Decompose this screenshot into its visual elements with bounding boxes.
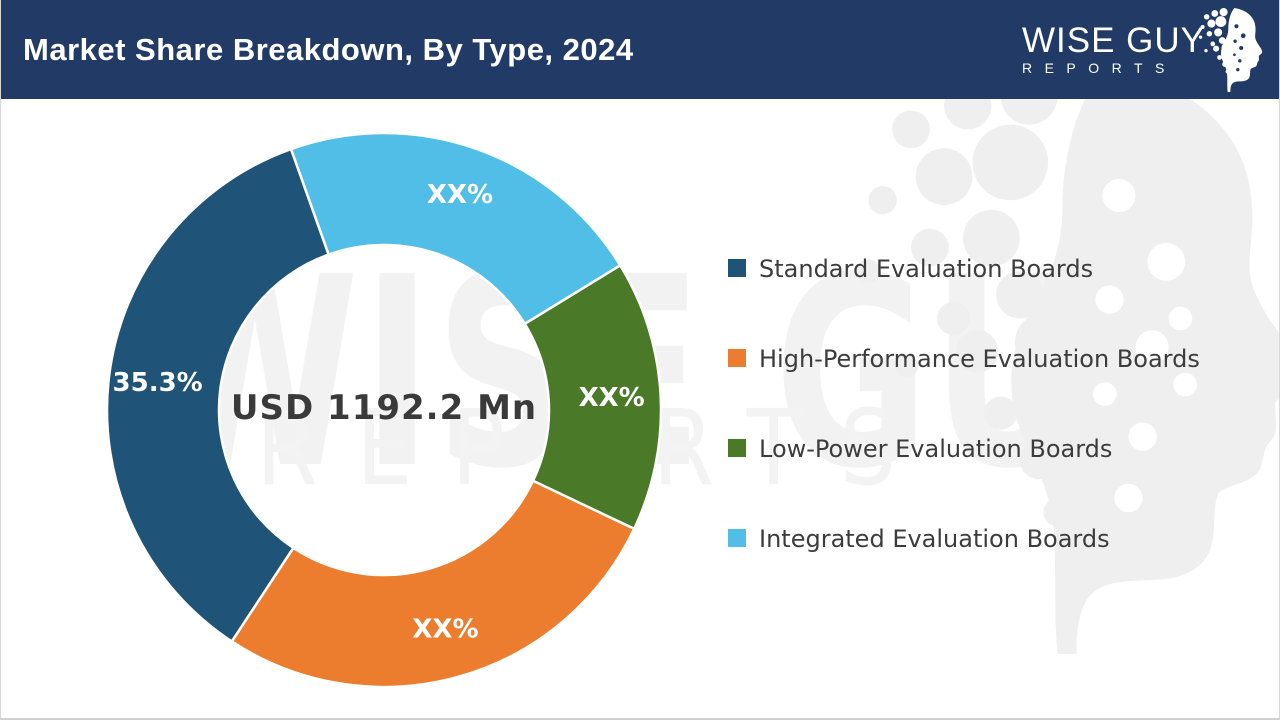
chart-legend: Standard Evaluation Boards High-Performan… <box>728 255 1200 615</box>
legend-swatch <box>728 349 746 367</box>
wise-guy-logo: WISE GUY REPORTS <box>1022 6 1267 94</box>
legend-item: Integrated Evaluation Boards <box>728 525 1200 553</box>
legend-swatch <box>728 259 746 277</box>
logo-subtext: REPORTS <box>1021 60 1177 77</box>
legend-label: High-Performance Evaluation Boards <box>759 345 1200 373</box>
logo-text-block: WISE GUY REPORTS <box>1021 20 1205 77</box>
logo-wordmark: WISE GUY <box>1021 20 1205 60</box>
legend-item: High-Performance Evaluation Boards <box>728 345 1200 373</box>
legend-item: Low-Power Evaluation Boards <box>728 435 1200 463</box>
legend-swatch <box>728 439 746 457</box>
legend-label: Standard Evaluation Boards <box>759 255 1094 283</box>
legend-swatch <box>728 529 746 547</box>
legend-label: Low-Power Evaluation Boards <box>759 435 1113 463</box>
legend-label: Integrated Evaluation Boards <box>759 525 1110 553</box>
legend-item: Standard Evaluation Boards <box>728 255 1200 283</box>
logo-head-icon <box>1198 7 1263 92</box>
chart-center-value: USD 1192.2 Mn <box>230 388 538 428</box>
chart-title: Market Share Breakdown, By Type, 2024 <box>23 31 634 67</box>
slice-percent-label: XX% <box>427 180 493 210</box>
header-bar: Market Share Breakdown, By Type, 2024 WI… <box>1 0 1279 99</box>
slice-percent-label: XX% <box>412 615 478 645</box>
